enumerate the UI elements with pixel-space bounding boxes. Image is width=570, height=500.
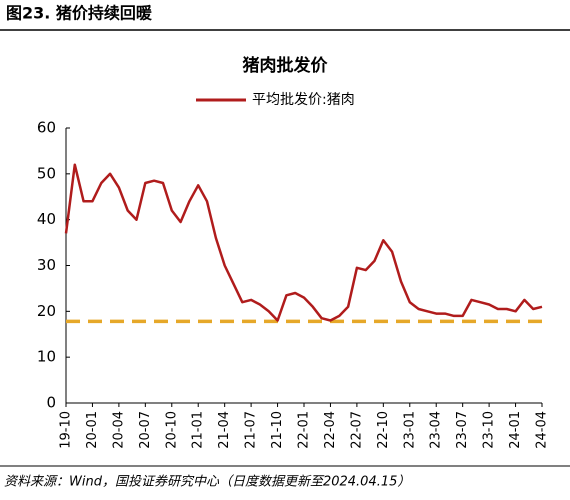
- y-tick-label: 40: [37, 210, 56, 228]
- x-tick-label: 21-07: [244, 411, 259, 449]
- y-tick-label: 20: [37, 302, 56, 320]
- x-tick-label: 24-04: [535, 411, 550, 449]
- x-tick-label: 23-01: [402, 411, 417, 449]
- x-tick-label: 20-07: [138, 411, 153, 449]
- y-tick-label: 10: [37, 348, 56, 366]
- x-tick-label: 21-04: [217, 411, 232, 449]
- x-tick-label: 22-10: [376, 411, 391, 449]
- figure-title: 图23. 猪价持续回暖: [6, 4, 153, 23]
- x-tick-label: 22-04: [323, 411, 338, 449]
- x-tick-label: 20-01: [85, 411, 100, 449]
- x-tick-label: 23-04: [429, 411, 444, 449]
- x-tick-label: 21-10: [270, 411, 285, 449]
- data-line: [64, 163, 543, 322]
- y-tick-label: 30: [37, 256, 56, 274]
- x-tick-label: 21-01: [191, 411, 206, 449]
- y-tick-label: 0: [46, 394, 56, 412]
- y-tick-label: 60: [37, 119, 56, 137]
- x-tick-label: 22-01: [297, 411, 312, 449]
- x-tick-label: 20-04: [111, 411, 126, 449]
- x-tick-label: 24-01: [508, 411, 523, 449]
- x-tick-label: 19-10: [59, 411, 74, 449]
- chart-title: 猪肉批发价: [243, 55, 329, 76]
- legend-label: 平均批发价:猪肉: [252, 92, 355, 108]
- x-tick-label: 23-10: [482, 411, 497, 449]
- x-tick-label: 22-07: [349, 411, 364, 449]
- source-note: 资料来源：Wind，国投证券研究中心（日度数据更新至2024.04.15）: [4, 474, 410, 490]
- x-tick-label: 23-07: [455, 411, 470, 449]
- x-tick-label: 20-10: [164, 411, 179, 449]
- y-tick-label: 50: [37, 164, 56, 182]
